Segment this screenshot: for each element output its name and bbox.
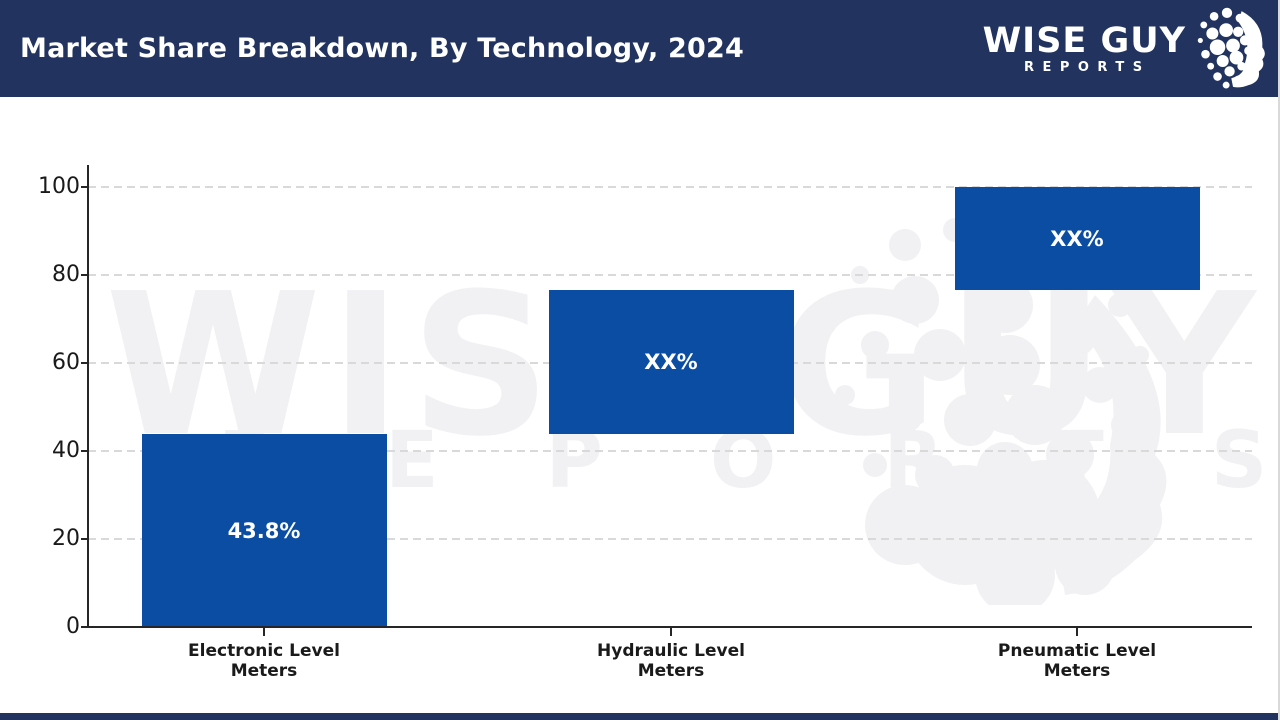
- y-tick-mark: [81, 186, 88, 188]
- y-tick-label: 40: [52, 438, 80, 463]
- x-axis-line: [87, 626, 1252, 628]
- x-category-label: Pneumatic Level Meters: [997, 641, 1157, 682]
- x-tick-mark: [263, 628, 265, 636]
- chart-title: Market Share Breakdown, By Technology, 2…: [20, 33, 745, 64]
- y-tick-label: 60: [52, 350, 80, 375]
- bar-3: [954, 187, 1200, 291]
- bar-value-label: XX%: [1050, 226, 1104, 251]
- bar-value-label: 43.8%: [227, 518, 301, 543]
- x-category-label: Hydraulic Level Meters: [597, 641, 745, 682]
- y-tick-label: 80: [52, 262, 80, 287]
- bar-2: [548, 290, 794, 435]
- y-tick-mark: [81, 450, 88, 452]
- y-tick-mark: [81, 274, 88, 276]
- bar-value-label: XX%: [644, 350, 698, 375]
- y-tick-label: 20: [52, 526, 80, 551]
- y-tick-mark: [81, 626, 88, 628]
- bar-1: [141, 434, 387, 627]
- gridline-40: [88, 450, 1252, 452]
- header-band: Market Share Breakdown, By Technology, 2…: [0, 0, 1278, 97]
- x-tick-mark: [670, 628, 672, 636]
- logo-name: WISE GUY: [982, 20, 1186, 61]
- y-tick-label: 100: [38, 174, 80, 199]
- y-tick-mark: [81, 362, 88, 364]
- gridline-80: [88, 274, 1252, 276]
- y-axis-line: [87, 165, 89, 628]
- logo-subtitle: REPORTS: [1023, 60, 1151, 76]
- gridline-100: [88, 186, 1252, 188]
- x-tick-mark: [1076, 628, 1078, 636]
- y-tick-label: 0: [66, 614, 80, 639]
- wise-guy-face-logo-icon: [1197, 7, 1265, 89]
- y-tick-mark: [81, 538, 88, 540]
- logo-text: WISE GUY REPORTS: [982, 20, 1186, 76]
- x-category-label: Electronic Level Meters: [188, 641, 340, 682]
- wise-guy-reports-logo: WISE GUY REPORTS: [983, 6, 1266, 92]
- gridline-20: [88, 538, 1252, 540]
- footer-band: [0, 713, 1278, 720]
